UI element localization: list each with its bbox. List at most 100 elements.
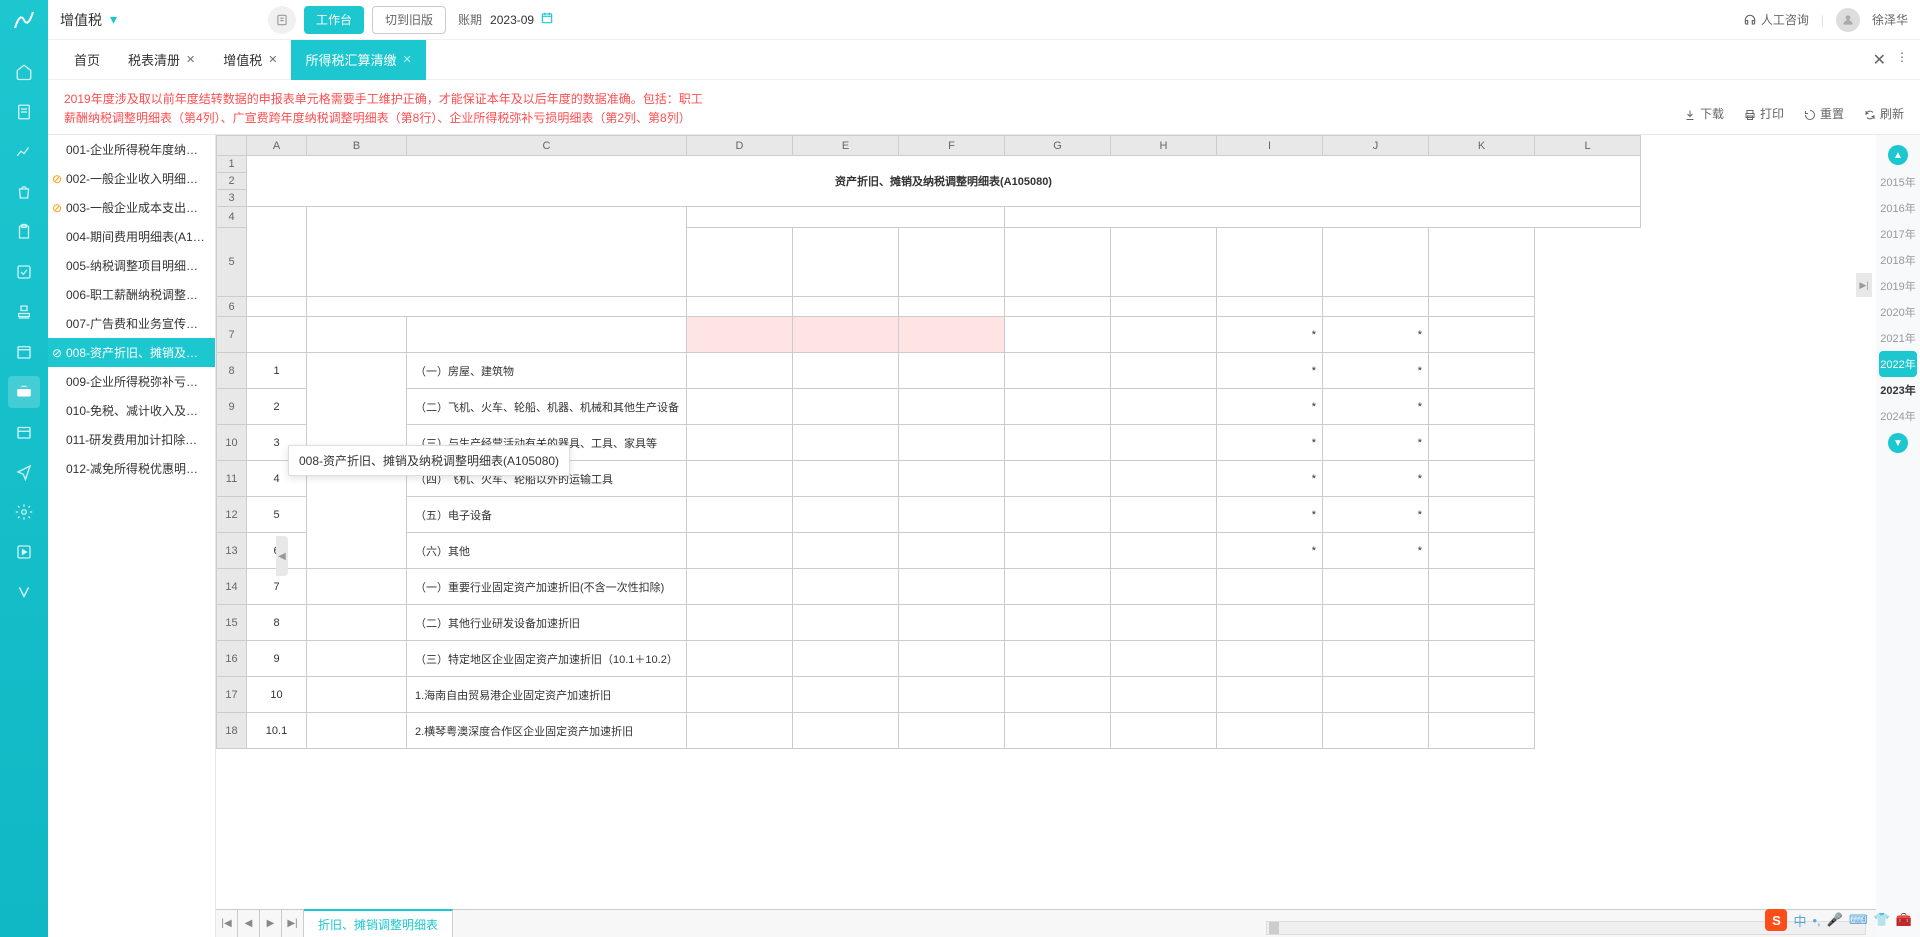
data-cell[interactable]: [1323, 641, 1429, 677]
data-cell[interactable]: [793, 317, 899, 353]
ime-lang-icon[interactable]: 中: [1793, 911, 1806, 930]
year-button[interactable]: 2020年: [1879, 299, 1917, 325]
tab-close-icon[interactable]: ✕: [403, 53, 412, 66]
data-cell[interactable]: *: [1217, 317, 1323, 353]
ime-badge-icon[interactable]: S: [1765, 909, 1787, 931]
col-header[interactable]: G: [1005, 136, 1111, 156]
col-header[interactable]: I: [1217, 136, 1323, 156]
data-cell[interactable]: [1429, 389, 1535, 425]
data-cell[interactable]: [687, 389, 793, 425]
download-button[interactable]: 下载: [1684, 105, 1724, 124]
data-cell[interactable]: [1111, 533, 1217, 569]
nav-bag-icon[interactable]: [8, 176, 40, 208]
nav-send-icon[interactable]: [8, 456, 40, 488]
refresh-button[interactable]: 刷新: [1864, 105, 1904, 124]
print-button[interactable]: 打印: [1744, 105, 1784, 124]
sheet-nav-next[interactable]: ▶: [260, 910, 282, 937]
data-cell[interactable]: [793, 497, 899, 533]
tree-item[interactable]: 004-期间费用明细表(A1040...: [48, 222, 215, 251]
nav-play-icon[interactable]: [8, 536, 40, 568]
nav-calendar-icon[interactable]: [8, 336, 40, 368]
tab-close-icon[interactable]: ✕: [186, 53, 195, 66]
tab[interactable]: 税表清册✕: [114, 40, 209, 80]
data-cell[interactable]: [1111, 569, 1217, 605]
data-cell[interactable]: [1429, 641, 1535, 677]
data-cell[interactable]: [687, 569, 793, 605]
data-cell[interactable]: [793, 605, 899, 641]
nav-clipboard-icon[interactable]: [8, 216, 40, 248]
history-icon-button[interactable]: [268, 6, 296, 34]
data-cell[interactable]: [687, 677, 793, 713]
data-cell[interactable]: [1111, 497, 1217, 533]
data-cell[interactable]: [793, 713, 899, 749]
data-cell[interactable]: [1429, 569, 1535, 605]
col-header[interactable]: E: [793, 136, 899, 156]
item-cell[interactable]: 2.横琴粤澳深度合作区企业固定资产加速折旧: [407, 713, 687, 749]
data-cell[interactable]: [899, 317, 1005, 353]
data-cell[interactable]: [1111, 389, 1217, 425]
data-cell[interactable]: [899, 641, 1005, 677]
item-cell[interactable]: （六）其他: [407, 533, 687, 569]
year-button[interactable]: 2024年: [1879, 403, 1917, 429]
data-cell[interactable]: *: [1323, 461, 1429, 497]
year-scroll-down[interactable]: ▼: [1888, 433, 1908, 453]
avatar[interactable]: [1836, 8, 1860, 32]
data-cell[interactable]: [1429, 317, 1535, 353]
nav-check-icon[interactable]: [8, 256, 40, 288]
tree-item[interactable]: 006-职工薪酬纳税调整明细...: [48, 280, 215, 309]
nav-active-icon[interactable]: [8, 376, 40, 408]
data-cell[interactable]: [1429, 497, 1535, 533]
data-cell[interactable]: [899, 533, 1005, 569]
data-cell[interactable]: [1005, 533, 1111, 569]
data-cell[interactable]: *: [1217, 353, 1323, 389]
data-cell[interactable]: [1111, 317, 1217, 353]
expand-sheet-icon[interactable]: ▶|: [1856, 273, 1872, 297]
data-cell[interactable]: [1005, 605, 1111, 641]
col-header[interactable]: H: [1111, 136, 1217, 156]
nav-stamp-icon[interactable]: [8, 296, 40, 328]
data-cell[interactable]: [1429, 353, 1535, 389]
tree-item[interactable]: 007-广告费和业务宣传费跨...: [48, 309, 215, 338]
item-cell[interactable]: （五）电子设备: [407, 497, 687, 533]
data-cell[interactable]: [1429, 461, 1535, 497]
data-cell[interactable]: [1429, 713, 1535, 749]
nav-home-icon[interactable]: [8, 56, 40, 88]
ime-toolbox-icon[interactable]: 🧰: [1896, 912, 1912, 928]
data-cell[interactable]: [793, 677, 899, 713]
data-cell[interactable]: [1217, 641, 1323, 677]
data-cell[interactable]: [1323, 677, 1429, 713]
nav-doc-icon[interactable]: [8, 96, 40, 128]
data-cell[interactable]: [899, 677, 1005, 713]
reset-button[interactable]: 重置: [1804, 105, 1844, 124]
data-cell[interactable]: [687, 605, 793, 641]
tree-item[interactable]: 012-减免所得税优惠明细表(...: [48, 454, 215, 483]
data-cell[interactable]: [899, 497, 1005, 533]
data-cell[interactable]: [899, 569, 1005, 605]
year-button[interactable]: 2018年: [1879, 247, 1917, 273]
data-cell[interactable]: [1429, 425, 1535, 461]
data-cell[interactable]: [1323, 713, 1429, 749]
sheet-nav-prev[interactable]: ◀: [238, 910, 260, 937]
data-cell[interactable]: [899, 605, 1005, 641]
data-cell[interactable]: [899, 425, 1005, 461]
data-cell[interactable]: *: [1323, 533, 1429, 569]
ime-skin-icon[interactable]: 👕: [1874, 912, 1890, 928]
item-cell[interactable]: （一）房屋、建筑物: [407, 353, 687, 389]
data-cell[interactable]: [793, 641, 899, 677]
item-cell[interactable]: [407, 317, 687, 353]
year-button[interactable]: 2022年: [1879, 351, 1917, 377]
data-cell[interactable]: [793, 425, 899, 461]
data-cell[interactable]: [1323, 569, 1429, 605]
data-cell[interactable]: [1429, 677, 1535, 713]
year-button[interactable]: 2016年: [1879, 195, 1917, 221]
data-cell[interactable]: [1111, 641, 1217, 677]
tab-close-icon[interactable]: ✕: [268, 53, 277, 66]
data-cell[interactable]: [1005, 317, 1111, 353]
data-cell[interactable]: [1005, 497, 1111, 533]
nav-box-icon[interactable]: [8, 416, 40, 448]
data-cell[interactable]: [1111, 605, 1217, 641]
data-cell[interactable]: [1005, 713, 1111, 749]
data-cell[interactable]: *: [1323, 353, 1429, 389]
period-value[interactable]: 2023-09: [490, 13, 534, 27]
tab[interactable]: 首页: [60, 40, 114, 80]
